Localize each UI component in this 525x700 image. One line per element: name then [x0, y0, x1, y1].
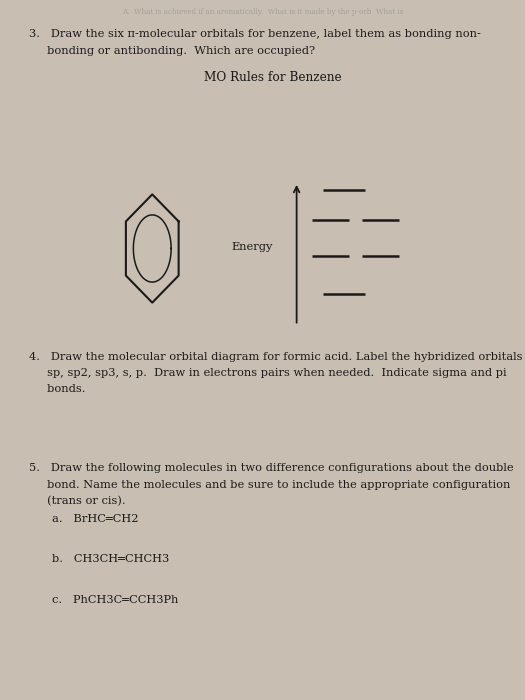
Text: b.   CH3CH═CHCH3: b. CH3CH═CHCH3	[52, 554, 170, 564]
Text: bond. Name the molecules and be sure to include the appropriate configuration: bond. Name the molecules and be sure to …	[29, 480, 510, 489]
Text: (trans or cis).: (trans or cis).	[29, 496, 125, 506]
Text: a.   BrHC═CH2: a. BrHC═CH2	[52, 514, 139, 524]
Text: sp, sp2, sp3, s, p.  Draw in electrons pairs when needed.  Indicate sigma and pi: sp, sp2, sp3, s, p. Draw in electrons pa…	[29, 368, 507, 378]
Text: 5.   Draw the following molecules in two difference configurations about the dou: 5. Draw the following molecules in two d…	[29, 463, 513, 473]
Text: bonding or antibonding.  Which are occupied?: bonding or antibonding. Which are occupi…	[29, 46, 315, 55]
Text: 4.   Draw the molecular orbital diagram for formic acid. Label the hybridized or: 4. Draw the molecular orbital diagram fo…	[29, 352, 522, 362]
Text: c.   PhCH3C═CCH3Ph: c. PhCH3C═CCH3Ph	[52, 595, 179, 605]
Text: MO Rules for Benzene: MO Rules for Benzene	[204, 71, 342, 85]
Text: A.  What is achieved if an aromatically.  What is it made by the p-orb  What is: A. What is achieved if an aromatically. …	[122, 8, 403, 16]
Text: Energy: Energy	[232, 241, 273, 252]
Text: 3.   Draw the six π-molecular orbitals for benzene, label them as bonding non-: 3. Draw the six π-molecular orbitals for…	[29, 29, 481, 39]
Text: bonds.: bonds.	[29, 384, 86, 394]
